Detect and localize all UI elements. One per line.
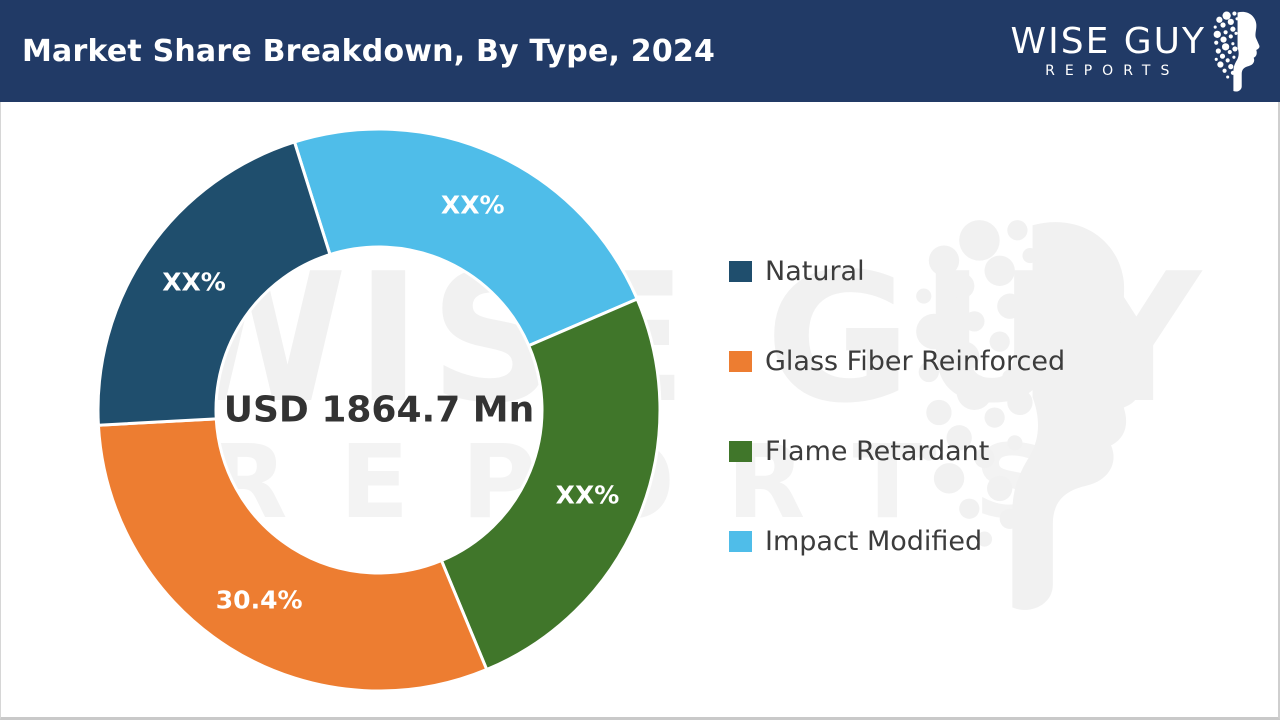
legend-swatch-glass-fiber-reinforced [729,350,752,372]
wiseguy-logo: WISE GUY REPORTS [1011,9,1263,93]
chart-center-value: USD 1864.7 Mn [223,389,535,431]
chart-legend: Natural Glass Fiber Reinforced Flame Retar… [729,247,1065,607]
slice-label-glass-fiber-reinforced: 30.4% [215,585,303,615]
legend-label-glass-fiber-reinforced: Glass Fiber Reinforced [765,345,1066,377]
legend-label-natural: Natural [765,255,865,287]
wiseguy-face-icon [1213,11,1260,92]
legend-swatch-impact-modified [729,530,752,552]
donut-slice-natural [96,140,332,427]
chart-canvas: WISE GUY REPORTS XX% XX% 30.4% XX% USD 1864… [0,102,1280,720]
header-bar: Market Share Breakdown, By Type, 2024 WI… [0,0,1280,102]
legend-swatch-flame-retardant [729,440,752,462]
legend-swatch-natural [729,260,752,282]
donut-slice-glass-fiber-reinforced [96,417,489,693]
donut-slice-flame-retardant [439,297,662,672]
donut-chart [96,127,662,693]
legend-item-glass-fiber-reinforced: Glass Fiber Reinforced [729,337,1065,385]
slice-label-natural: XX% [162,267,226,297]
logo-text-reports: REPORTS [1045,63,1180,79]
logo-wordmark: WISE GUY REPORTS [1010,21,1207,79]
page-title: Market Share Breakdown, By Type, 2024 [22,33,716,69]
legend-item-impact-modified: Impact Modified [729,517,1065,565]
donut-slice-impact-modified [293,127,639,348]
legend-item-flame-retardant: Flame Retardant [729,427,1065,475]
legend-label-flame-retardant: Flame Retardant [765,435,990,467]
slice-label-impact-modified: XX% [440,190,505,220]
legend-label-impact-modified: Impact Modified [765,525,983,557]
slice-label-flame-retardant: XX% [555,480,620,510]
legend-item-natural: Natural [729,247,1065,295]
logo-text-wiseguy: WISE GUY [1010,21,1206,62]
